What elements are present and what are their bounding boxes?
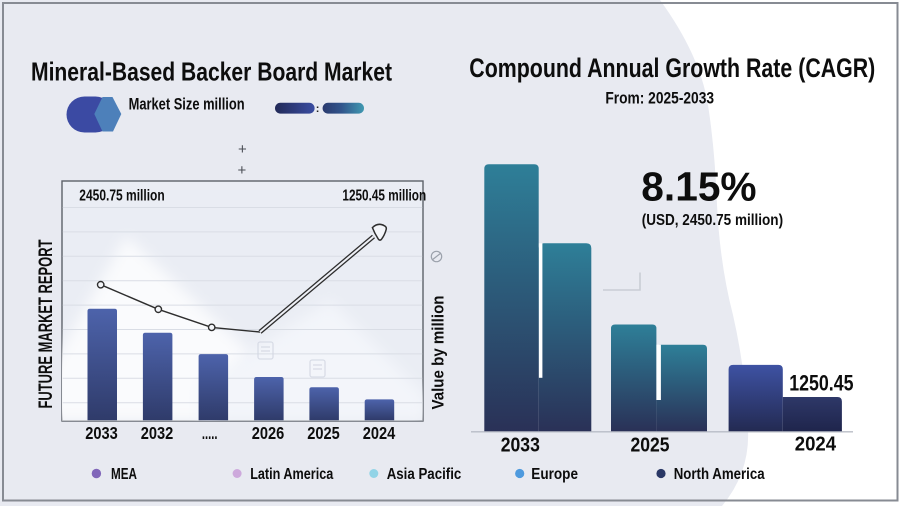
- svg-text:Compound Annual Growth Rate (C: Compound Annual Growth Rate (CAGR): [469, 53, 875, 83]
- svg-text::: :: [316, 103, 320, 115]
- svg-text:1250.45: 1250.45: [789, 371, 853, 396]
- svg-text:2025: 2025: [630, 435, 669, 457]
- svg-text:North America: North America: [674, 466, 765, 483]
- svg-text:MEA: MEA: [111, 466, 137, 483]
- svg-text:Latin America: Latin America: [250, 466, 333, 483]
- svg-text:2024: 2024: [795, 434, 837, 456]
- svg-text:Europe: Europe: [531, 466, 578, 483]
- svg-text:(USD, 2450.75 million): (USD, 2450.75 million): [642, 212, 783, 229]
- svg-text:+: +: [238, 141, 247, 158]
- svg-text:Asia Pacific: Asia Pacific: [387, 466, 462, 483]
- svg-text:FUTURE MARKET REPORT: FUTURE MARKET REPORT: [36, 239, 57, 408]
- svg-text:Mineral-Based Backer Board Mar: Mineral-Based Backer Board Market: [31, 57, 392, 87]
- svg-text:2024: 2024: [363, 423, 396, 443]
- svg-text:Market Size million: Market Size million: [129, 94, 245, 113]
- svg-text:2025: 2025: [307, 423, 340, 443]
- svg-text:2026: 2026: [252, 423, 285, 443]
- svg-text:+: +: [238, 162, 247, 179]
- svg-text:8.15%: 8.15%: [641, 164, 756, 210]
- svg-text:2033: 2033: [501, 435, 540, 457]
- svg-text:2033: 2033: [85, 423, 118, 443]
- svg-text:1250.45 million: 1250.45 million: [342, 187, 426, 204]
- svg-text:2032: 2032: [141, 423, 174, 443]
- svg-text:2450.75 million: 2450.75 million: [79, 187, 164, 204]
- svg-text:From: 2025-2033: From: 2025-2033: [605, 89, 714, 107]
- svg-text:.....: .....: [202, 423, 218, 443]
- svg-text:Value by million: Value by million: [429, 296, 448, 410]
